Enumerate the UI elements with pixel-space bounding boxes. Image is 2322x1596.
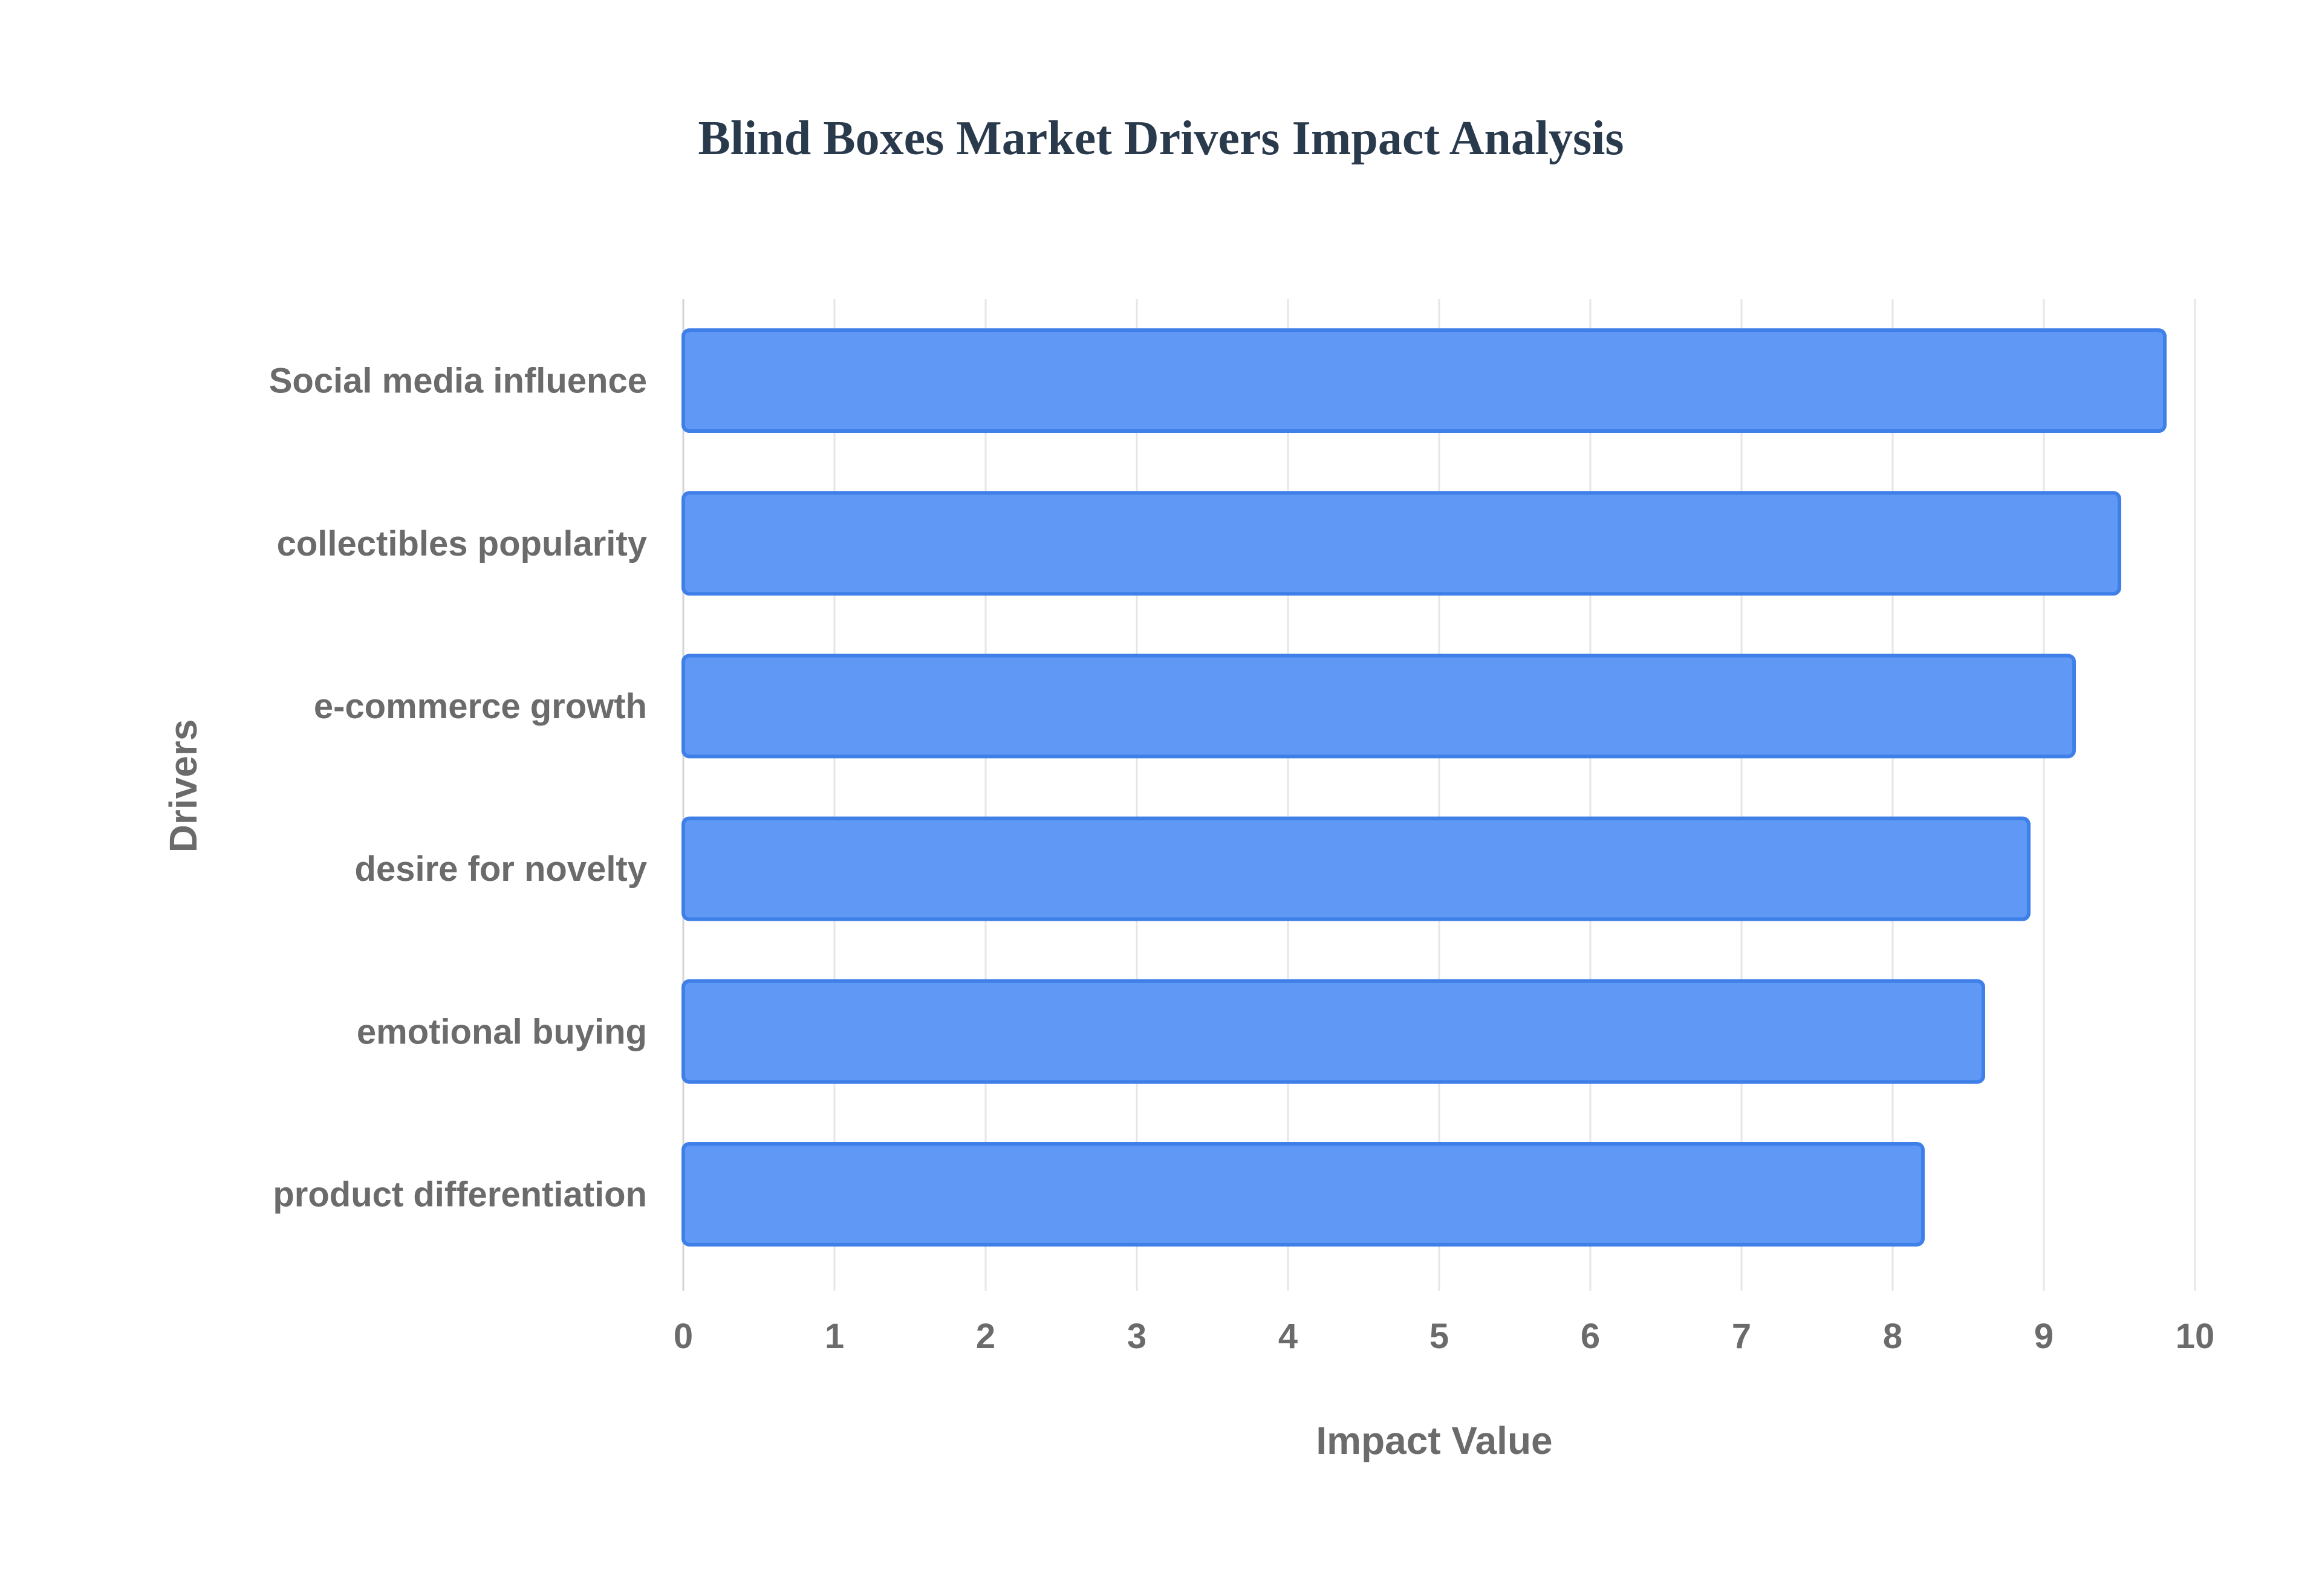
x-tick-label: 8 <box>1883 1317 1902 1356</box>
bar[interactable] <box>681 1141 1925 1247</box>
x-tick-label: 9 <box>2034 1317 2054 1356</box>
x-tick-label: 4 <box>1278 1317 1298 1356</box>
chart-title: Blind Boxes Market Drivers Impact Analys… <box>698 112 1624 165</box>
x-tick-label: 5 <box>1429 1317 1449 1356</box>
x-tick-label: 6 <box>1581 1317 1600 1356</box>
bar[interactable] <box>681 654 2076 759</box>
y-category-label: e-commerce growth <box>314 687 647 726</box>
y-category-label: desire for novelty <box>355 849 647 889</box>
bar[interactable] <box>681 491 2121 596</box>
bar[interactable] <box>681 979 1985 1084</box>
x-axis-title: Impact Value <box>1316 1419 1552 1462</box>
gridlines <box>682 299 2196 1291</box>
x-tick-label: 1 <box>825 1317 844 1356</box>
y-axis-title: Drivers <box>161 719 205 853</box>
x-tick-label: 3 <box>1127 1317 1146 1356</box>
x-tick-label: 0 <box>674 1317 693 1356</box>
x-tick-label: 7 <box>1732 1317 1751 1356</box>
bar[interactable] <box>681 816 2031 921</box>
x-tick-label: 2 <box>976 1317 995 1356</box>
y-category-label: collectibles popularity <box>277 524 647 563</box>
y-category-label: product differentiation <box>273 1175 647 1214</box>
y-category-label: emotional buying <box>357 1012 647 1051</box>
y-category-label: Social media influence <box>269 362 647 401</box>
bars <box>681 328 2167 1247</box>
x-tick-labels: 0 1 2 3 4 5 6 7 8 9 10 <box>674 1317 2214 1356</box>
category-labels: Social media influence collectibles popul… <box>269 362 647 1215</box>
x-tick-label: 10 <box>2176 1317 2215 1356</box>
bar[interactable] <box>681 328 2167 433</box>
